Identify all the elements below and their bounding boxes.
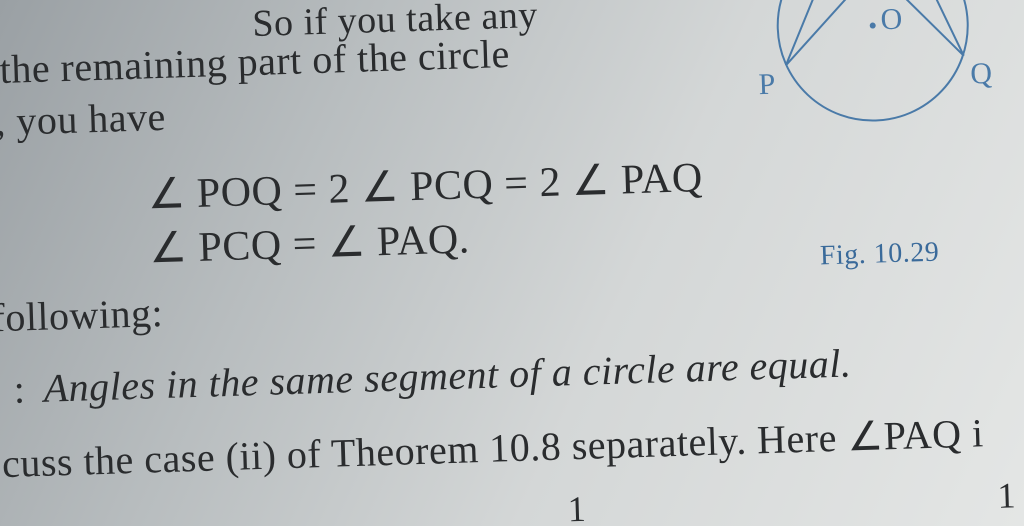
figure-caption: Fig. 10.29: [819, 237, 939, 273]
text-following: following:: [0, 289, 164, 341]
theorem-colon: :: [13, 365, 26, 412]
text-line-remaining: the remaining part of the circle: [0, 30, 510, 93]
equation-2: ∠ PCQ = ∠ PAQ.: [149, 213, 471, 273]
diagram-label-o: O: [880, 3, 903, 38]
diagram-label-q: Q: [970, 57, 993, 92]
theorem-statement: Angles in the same segment of a circle a…: [43, 339, 852, 411]
text-line-youhave: , you have: [0, 93, 166, 145]
stray-one-b: 1: [997, 474, 1017, 517]
diagram-label-p: P: [758, 68, 776, 103]
equation-1: ∠ POQ = 2 ∠ PCQ = 2 ∠ PAQ: [147, 152, 704, 219]
stray-one-a: 1: [567, 488, 587, 526]
text-discuss: cuss the case (ii) of Theorem 10.8 separ…: [1, 409, 984, 487]
circle-diagram: O P Q: [770, 0, 1024, 219]
